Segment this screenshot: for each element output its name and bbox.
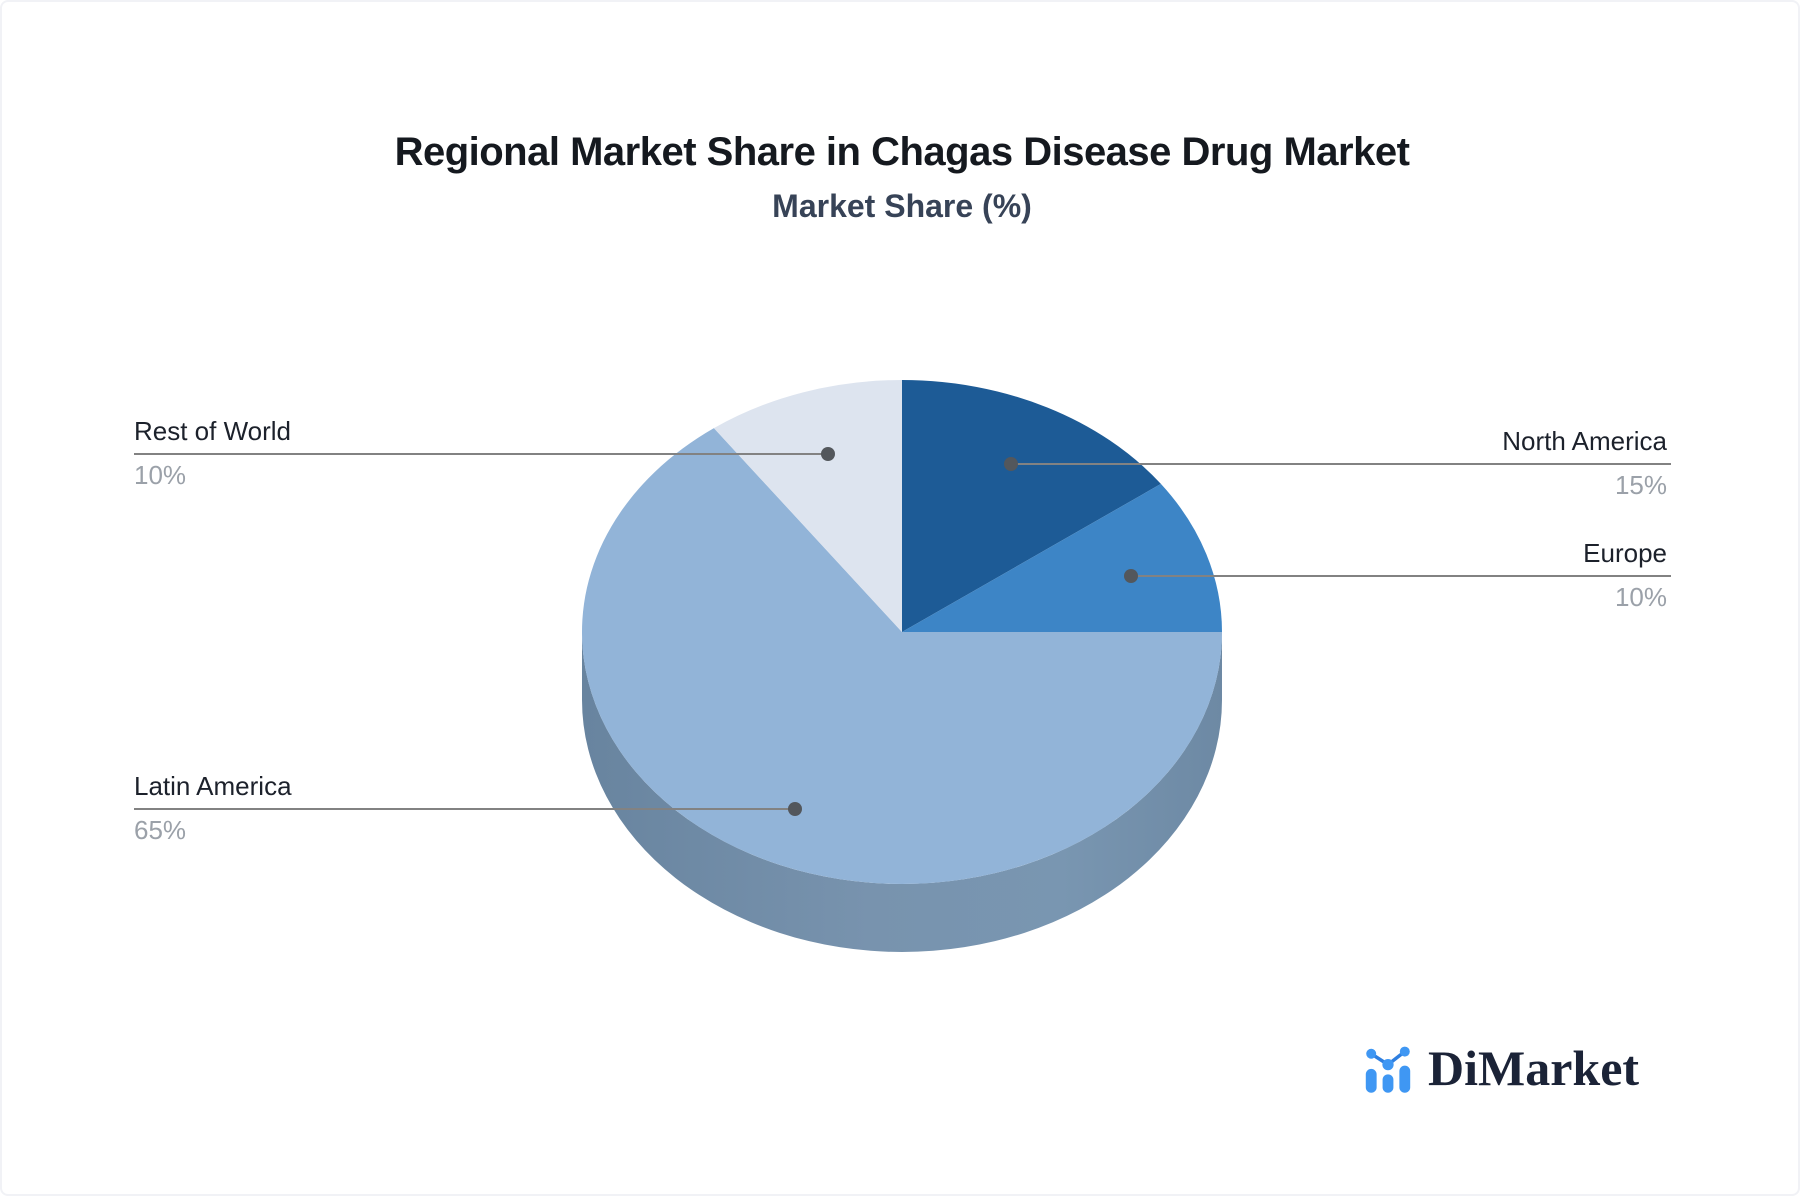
pie-side-wall — [582, 632, 1222, 952]
slice-label: Europe — [1583, 538, 1667, 568]
leader-dot-north-america — [1004, 457, 1018, 471]
callout-europe: Europe 10% — [1237, 536, 1667, 614]
slice-value: 15% — [1614, 470, 1667, 500]
chart-title: Regional Market Share in Chagas Disease … — [394, 130, 1410, 174]
pie-slice-north-america[interactable] — [902, 380, 1161, 632]
slice-label: Latin America — [134, 771, 292, 801]
leader-dot-europe — [1124, 569, 1138, 583]
chart-subtitle: Market Share (%) — [772, 188, 1032, 224]
pie-slice-rest-of-world[interactable] — [713, 380, 902, 632]
callout-latin-america: Latin America 65% — [134, 769, 564, 847]
slice-value: 65% — [134, 815, 187, 845]
leader-dot-rest-of-world — [821, 447, 835, 461]
slice-label: Rest of World — [134, 416, 292, 446]
pie-slice-latin-america[interactable] — [581, 428, 1222, 884]
bar-line-chart-icon — [1365, 1046, 1411, 1093]
pie-slice-europe[interactable] — [902, 483, 1222, 632]
brand-logo: DiMarket — [1362, 1040, 1639, 1096]
slice-value: 10% — [1614, 582, 1667, 612]
callout-rest-of-world: Rest of World 10% — [134, 414, 564, 492]
brand-name: DiMarket — [1428, 1040, 1640, 1096]
leader-dot-latin-america — [788, 802, 802, 816]
slice-value: 10% — [134, 460, 187, 490]
slice-label: North America — [1502, 426, 1667, 456]
callout-north-america: North America 15% — [1237, 424, 1667, 502]
